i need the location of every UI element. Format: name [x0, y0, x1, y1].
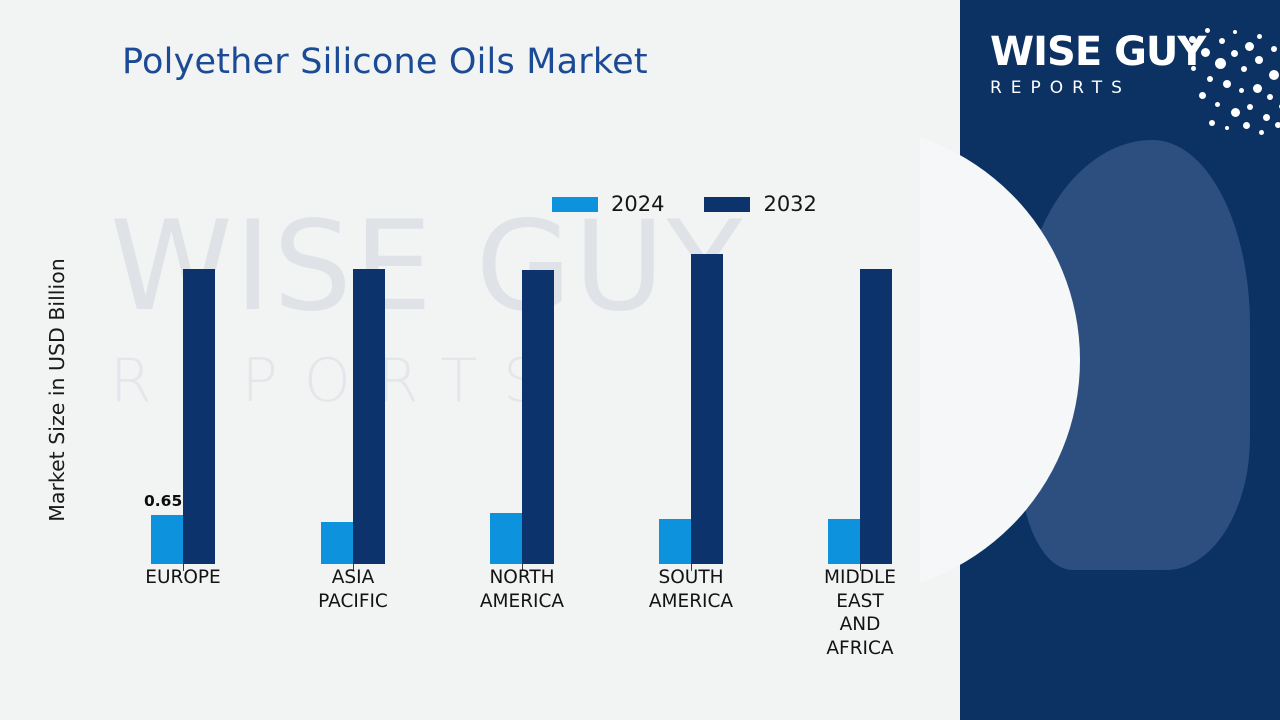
bar-2032[interactable]	[522, 270, 554, 564]
x-axis-tick	[183, 564, 184, 571]
x-axis-category-label: SOUTH AMERICA	[648, 567, 734, 612]
logo-dot-icon	[1267, 94, 1273, 100]
chart-legend: 2024 2032	[552, 194, 817, 215]
logo-dot-icon	[1223, 80, 1231, 88]
logo-dot-icon	[1233, 30, 1237, 34]
chart-panel: WISE GUY REPORTS Polyether Silicone Oils…	[45, 42, 928, 660]
legend-label: 2032	[763, 192, 817, 216]
bar-group: 0.65	[144, 230, 215, 564]
bar-value-label: 0.65	[144, 491, 183, 510]
logo-dot-icon	[1189, 36, 1196, 43]
x-axis-category-label: ASIA PACIFIC	[318, 567, 388, 612]
logo-dot-icon	[1205, 28, 1210, 33]
bar-group	[659, 230, 723, 564]
logo-dot-icon	[1245, 42, 1254, 51]
logo-dot-icon	[1259, 130, 1264, 135]
logo-dot-icon	[1263, 114, 1270, 121]
logo-dot-icon	[1215, 58, 1226, 69]
logo-secondary-text: REPORTS	[990, 78, 1131, 98]
logo-dot-icon	[1191, 66, 1196, 71]
legend-swatch-icon	[552, 197, 598, 212]
logo-dot-icon	[1225, 126, 1229, 130]
logo-dot-icon	[1253, 84, 1262, 93]
x-axis-tick	[353, 564, 354, 571]
x-axis-tick	[860, 564, 861, 571]
legend-item-2032[interactable]: 2032	[704, 192, 817, 216]
bar-2024[interactable]	[490, 513, 522, 564]
wiseguy-logo: WISE GUY REPORTS	[990, 28, 1280, 135]
x-axis-category-label: MIDDLE EAST AND AFRICA	[824, 567, 896, 660]
logo-dot-icon	[1201, 48, 1210, 57]
logo-dot-icon	[1243, 122, 1250, 129]
x-axis-tick	[522, 564, 523, 571]
bar-group	[828, 230, 892, 564]
logo-dot-icon	[1231, 108, 1240, 117]
logo-dot-icon	[1231, 50, 1238, 57]
brand-panel: WISE GUY REPORTS	[920, 0, 1280, 720]
logo-primary-text: WISE GUY	[990, 29, 1206, 75]
logo-dot-icon	[1247, 104, 1253, 110]
logo-dot-icon	[1241, 66, 1247, 72]
logo-dot-icon	[1209, 120, 1215, 126]
bar-2032[interactable]	[353, 269, 385, 564]
legend-item-2024[interactable]: 2024	[552, 194, 664, 215]
bar-2032[interactable]	[860, 269, 892, 564]
x-axis-category-label: NORTH AMERICA	[479, 567, 565, 612]
page-title: Polyether Silicone Oils Market	[122, 42, 648, 82]
logo-dot-icon	[1215, 102, 1220, 107]
brand-graphic	[920, 0, 1280, 720]
y-axis-label: Market Size in USD Billion	[45, 258, 69, 522]
legend-swatch-icon	[704, 197, 751, 212]
face-nose-shape	[1166, 330, 1224, 388]
logo-dot-icon	[1269, 70, 1279, 80]
logo-dot-cluster-icon	[1185, 26, 1280, 136]
logo-dot-icon	[1271, 46, 1277, 52]
logo-dot-icon	[1207, 76, 1213, 82]
bar-2024[interactable]	[828, 519, 860, 564]
logo-dot-icon	[1239, 88, 1244, 93]
bar-2024[interactable]	[659, 519, 691, 564]
bar-2024[interactable]	[151, 514, 183, 564]
logo-dot-icon	[1255, 56, 1263, 64]
plot-area: 0.65	[108, 230, 928, 564]
logo-dot-icon	[1257, 34, 1262, 39]
logo-dot-icon	[1199, 92, 1206, 99]
logo-dot-icon	[1219, 38, 1225, 44]
bar-2032[interactable]	[691, 254, 723, 564]
bar-2032[interactable]	[183, 269, 215, 564]
bar-group	[321, 230, 385, 564]
legend-label: 2024	[611, 192, 665, 216]
x-axis-tick	[691, 564, 692, 571]
logo-dot-icon	[1275, 122, 1280, 128]
face-chin-shape	[1100, 440, 1210, 570]
bar-group	[490, 230, 554, 564]
x-axis-category-label: EUROPE	[145, 567, 221, 588]
bar-2024[interactable]	[321, 522, 353, 564]
